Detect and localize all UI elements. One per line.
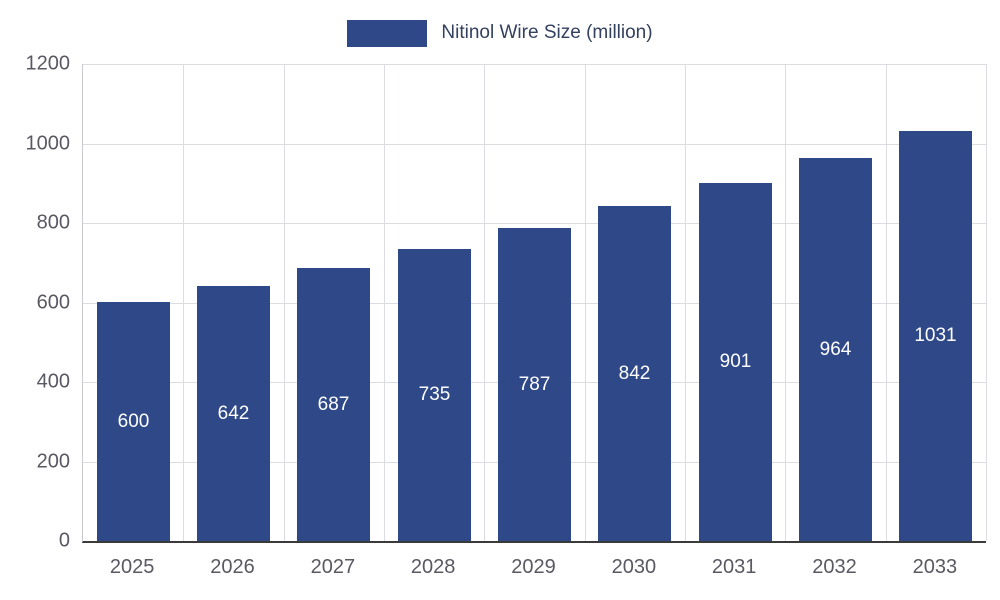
y-tick-label: 400 — [36, 370, 70, 393]
bar-value-label: 687 — [317, 393, 350, 415]
bar-2031: 901 — [699, 183, 772, 541]
bar-value-label: 842 — [618, 362, 651, 384]
y-tick-label: 0 — [58, 529, 70, 552]
bar-value-label: 1031 — [914, 325, 957, 346]
bar-2028: 735 — [398, 249, 471, 541]
legend: Nitinol Wire Size (million) — [0, 18, 1000, 48]
bar-2033: 1031 — [899, 131, 972, 541]
y-tick-label: 1000 — [25, 132, 71, 154]
gridline-v — [886, 64, 887, 541]
x-tick-label: 2032 — [812, 556, 857, 578]
y-tick-label: 600 — [36, 291, 70, 313]
bar-value-label: 787 — [518, 373, 551, 395]
bar-2026: 642 — [197, 286, 270, 541]
x-tick-label: 2026 — [210, 556, 255, 578]
gridline-v — [284, 64, 285, 541]
bar-2025: 600 — [97, 302, 170, 541]
gridline-v — [785, 64, 786, 541]
x-tick-label: 2033 — [912, 556, 958, 578]
legend-swatch — [347, 19, 428, 47]
gridline-v — [484, 64, 485, 541]
bar-2027: 687 — [297, 268, 370, 541]
y-tick-label: 1200 — [25, 52, 71, 75]
x-tick-label: 2029 — [511, 556, 556, 578]
gridline-h — [83, 64, 986, 65]
gridline-h — [83, 223, 986, 224]
gridline-h — [83, 143, 986, 145]
x-tick-label: 2028 — [410, 556, 456, 578]
y-tick-label: 800 — [36, 211, 70, 234]
bar-value-label: 642 — [217, 402, 250, 424]
y-tick-label: 200 — [36, 450, 70, 472]
bar-value-label: 735 — [418, 384, 451, 405]
plot-area: 600 642 687 735 787 842 901 964 1031 — [82, 64, 987, 543]
bar-value-label: 600 — [117, 410, 150, 432]
x-tick-label: 2030 — [611, 556, 657, 578]
gridline-v — [183, 64, 184, 541]
bar-2029: 787 — [498, 228, 571, 541]
gridline-v — [685, 64, 686, 541]
legend-label: Nitinol Wire Size (million) — [441, 22, 653, 43]
gridline-v — [986, 64, 987, 541]
bar-2030: 842 — [598, 206, 671, 541]
x-tick-label: 2027 — [310, 556, 356, 578]
bar-value-label: 901 — [719, 351, 752, 372]
bar-value-label: 964 — [819, 338, 852, 360]
x-tick-label: 2031 — [711, 556, 757, 578]
x-tick-label: 2025 — [109, 556, 155, 578]
gridline-v — [585, 64, 586, 541]
bar-2032: 964 — [799, 158, 872, 541]
gridline-v — [384, 64, 385, 541]
